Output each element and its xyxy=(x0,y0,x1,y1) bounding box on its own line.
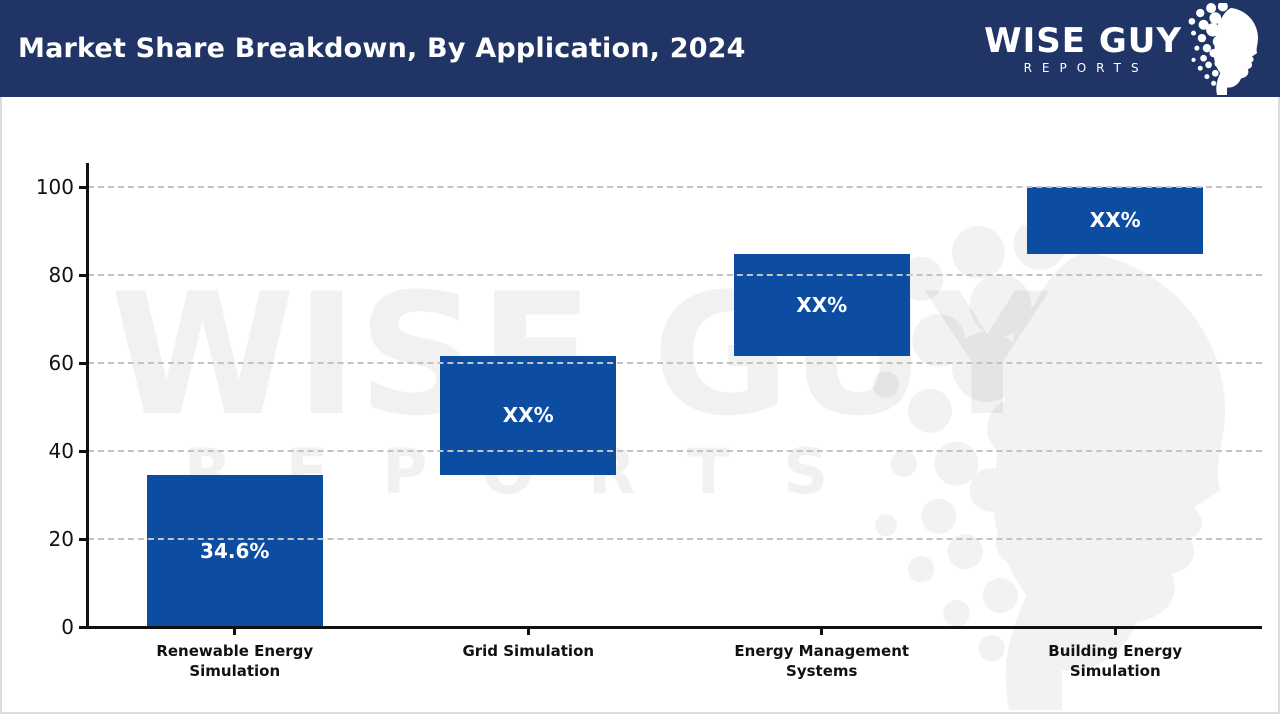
category-label: Renewable Energy Simulation xyxy=(156,642,314,680)
y-tick-label: 60 xyxy=(48,351,74,375)
header-bar: Market Share Breakdown, By Application, … xyxy=(0,0,1280,97)
bar-segment xyxy=(1027,187,1204,254)
x-axis-line xyxy=(86,626,1262,629)
y-tick xyxy=(79,626,87,629)
y-gridline xyxy=(88,274,1262,276)
y-gridline xyxy=(88,538,1262,540)
y-tick xyxy=(79,450,87,453)
y-tick xyxy=(79,538,87,541)
dotted-head-profile-icon xyxy=(1188,2,1258,95)
brand-logo: WISE GUY REPORTS xyxy=(984,2,1280,95)
x-tick xyxy=(526,627,530,635)
y-tick-label: 20 xyxy=(48,527,74,551)
y-tick-label: 100 xyxy=(35,175,74,199)
bar-value-label: XX% xyxy=(796,292,848,317)
y-tick xyxy=(79,362,87,365)
brand-subtitle: REPORTS xyxy=(1023,60,1149,75)
brand-name: WISE GUY xyxy=(984,20,1182,61)
y-tick xyxy=(79,274,87,277)
category-label: Energy Management Systems xyxy=(734,642,910,680)
category-label: Grid Simulation xyxy=(462,642,595,660)
chart-title: Market Share Breakdown, By Application, … xyxy=(18,33,746,64)
category-label: Building Energy Simulation xyxy=(1048,642,1183,680)
bar-segment xyxy=(146,474,323,627)
bar-value-label: XX% xyxy=(502,403,554,428)
brand-logo-text: WISE GUY REPORTS xyxy=(984,23,1182,75)
y-axis-line xyxy=(86,163,89,629)
bar-value-label: 34.6% xyxy=(200,538,270,563)
bar-segment xyxy=(733,253,910,356)
x-tick xyxy=(1113,627,1117,635)
x-tick xyxy=(820,627,824,635)
bar-segment xyxy=(440,355,617,475)
y-gridline xyxy=(88,186,1262,188)
y-tick-label: 80 xyxy=(48,263,74,287)
y-gridline xyxy=(88,450,1262,452)
y-gridline xyxy=(88,362,1262,364)
y-tick-label: 40 xyxy=(48,439,74,463)
y-tick-label: 0 xyxy=(61,615,74,639)
y-tick xyxy=(79,186,87,189)
x-tick xyxy=(233,627,237,635)
bar-value-label: XX% xyxy=(1089,208,1141,233)
